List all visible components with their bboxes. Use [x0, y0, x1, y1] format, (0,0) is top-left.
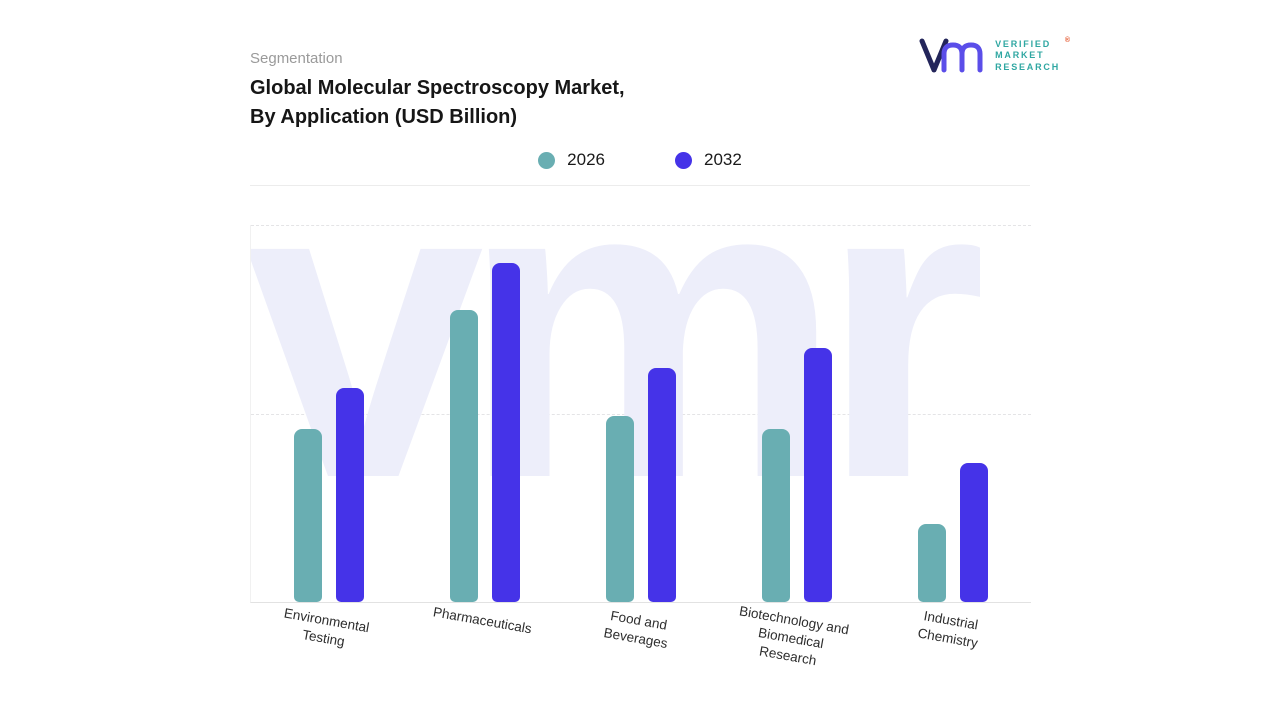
bar-2032: [336, 388, 364, 602]
legend-label: 2026: [567, 150, 605, 169]
title-line-2: By Application (USD Billion): [250, 106, 518, 128]
legend-dot-icon: [538, 151, 556, 169]
vmr-logo: ® VERIFIED MARKET RESEARCH: [919, 37, 1070, 74]
bar-2026: [918, 524, 946, 602]
legend-dot-icon: [675, 151, 692, 169]
x-axis-label-cell: Environmental Testing: [250, 605, 406, 666]
bar-2032: [960, 463, 988, 602]
bar-group: [762, 225, 832, 602]
header-separator: [250, 185, 1030, 186]
x-axis-label: Environmental Testing: [282, 605, 371, 650]
gridline: [251, 225, 1031, 226]
bar-2026: [294, 429, 322, 602]
x-axis-label-cell: Pharmaceuticals: [406, 604, 562, 666]
bar-2032: [648, 368, 676, 602]
x-axis-label: Industrial Chemistry: [916, 608, 979, 651]
x-axis-label-cell: Food and Beverages: [562, 608, 718, 666]
legend-label: 2032: [704, 150, 742, 169]
bar-group: [294, 225, 364, 602]
bar-2032: [492, 263, 520, 602]
title-line-1: Global Molecular Spectroscopy Market,: [250, 77, 625, 99]
bar-2026: [450, 310, 478, 602]
bar-2026: [606, 416, 634, 602]
vmr-logo-mark-icon: [919, 38, 983, 73]
bar-groups: [251, 225, 1031, 602]
bar-2026: [762, 429, 790, 602]
bar-2032: [804, 348, 832, 602]
eyebrow-label: Segmentation: [250, 50, 343, 67]
x-axis-label: Pharmaceuticals: [432, 604, 533, 637]
x-axis-label: Food and Beverages: [602, 608, 669, 652]
x-axis-label-cell: Biotechnology and Biomedical Research: [718, 603, 874, 668]
bar-group: [450, 225, 520, 602]
plot-area: vmr: [250, 225, 1031, 603]
bar-group: [918, 225, 988, 602]
legend: 2026 2032: [250, 150, 1030, 170]
brand-line-verified: VERIFIED: [995, 38, 1051, 49]
legend-item-2026: 2026: [538, 150, 605, 170]
x-axis-label-cell: Industrial Chemistry: [874, 608, 1030, 666]
x-axis-label: Biotechnology and Biomedical Research: [738, 603, 851, 669]
vmr-logo-text: ® VERIFIED MARKET RESEARCH: [995, 37, 1070, 74]
x-axis-labels: Environmental Testing Pharmaceuticals Food …: [250, 603, 1030, 668]
legend-item-2032: 2032: [675, 150, 742, 170]
registered-mark: ®: [1064, 36, 1070, 44]
page-title: Global Molecular Spectroscopy Market, By…: [250, 74, 625, 132]
gridline: [251, 413, 1031, 415]
bar-group: [606, 225, 676, 602]
brand-line-market: MARKET: [995, 50, 1045, 61]
brand-line-research: RESEARCH: [995, 61, 1060, 72]
